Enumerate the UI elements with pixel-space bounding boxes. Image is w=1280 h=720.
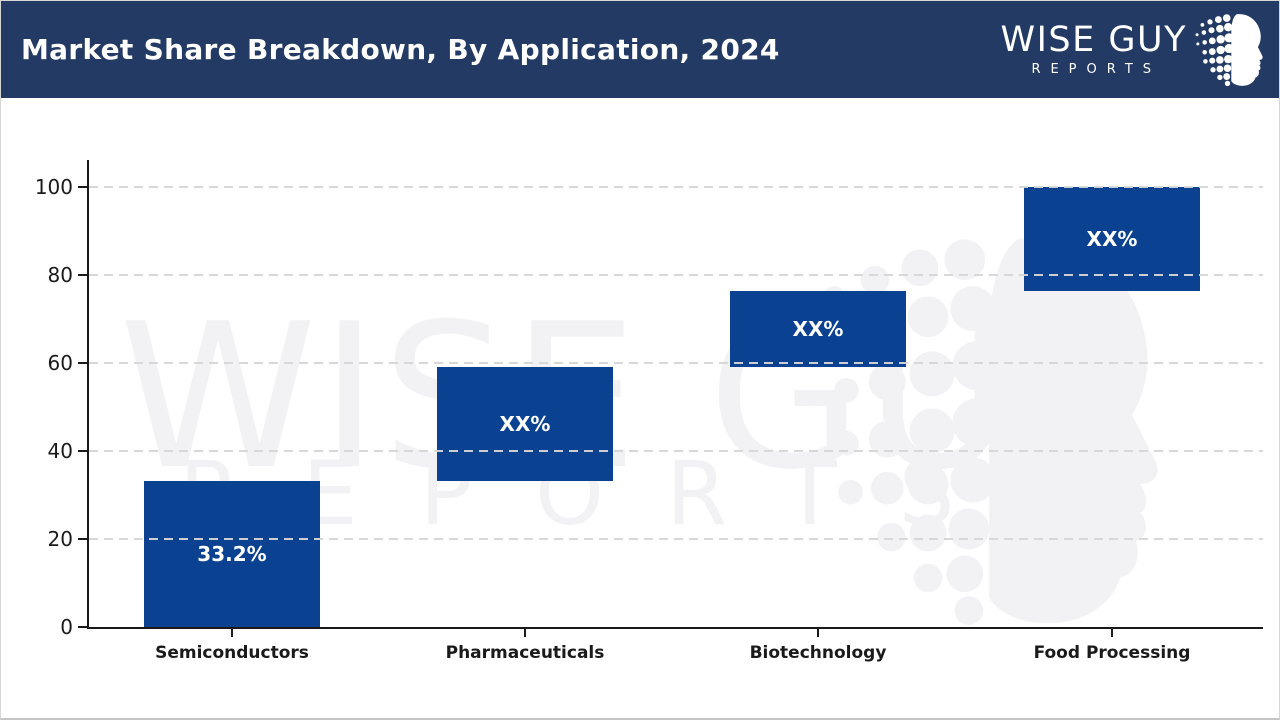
y-tick-label: 40 (47, 439, 73, 463)
y-tick-label: 80 (47, 263, 73, 287)
bar-value-label: XX% (1086, 226, 1138, 251)
x-category-label: Food Processing (1033, 643, 1191, 663)
y-gridline (89, 362, 1263, 364)
bar-food-processing (1024, 187, 1200, 291)
y-gridline (89, 450, 1263, 452)
bar-value-label: XX% (792, 316, 844, 341)
y-tick-mark (78, 274, 87, 276)
y-gridline (89, 538, 1263, 540)
logo-face-icon (1191, 9, 1267, 91)
logo-wordmark: WISE GUY REPORTS (1000, 20, 1187, 77)
y-axis-line (87, 160, 89, 629)
x-tick-mark (231, 629, 233, 637)
bar-value-label: 33.2% (197, 541, 267, 566)
x-category-label: Semiconductors (155, 643, 309, 663)
wise-guy-reports-logo: WISE GUY REPORTS (1000, 9, 1267, 91)
y-tick-label: 20 (47, 527, 73, 551)
y-gridline (89, 186, 1263, 188)
y-gridline (89, 274, 1263, 276)
y-tick-label: 100 (34, 175, 73, 199)
y-tick-label: 60 (47, 351, 73, 375)
x-category-label: Pharmaceuticals (445, 643, 605, 663)
y-tick-label: 0 (60, 615, 73, 639)
page-title: Market Share Breakdown, By Application, … (21, 33, 780, 66)
y-tick-mark (78, 186, 87, 188)
bar-value-label: XX% (499, 411, 551, 436)
x-tick-mark (524, 629, 526, 637)
header: Market Share Breakdown, By Application, … (1, 1, 1279, 98)
waterfall-chart: WISE GUY REPORTS 0 20 40 60 80 100 33.2% Semico… (1, 98, 1279, 718)
y-tick-mark (78, 538, 87, 540)
logo-wordmark-line2: REPORTS (1031, 62, 1162, 77)
bar-semiconductors (144, 480, 320, 627)
bar-pharmaceuticals (437, 366, 613, 481)
x-axis-line (87, 627, 1263, 629)
bar-biotechnology (730, 290, 906, 367)
x-category-label: Biotechnology (749, 643, 887, 663)
logo-wordmark-line1: WISE GUY (1000, 20, 1187, 60)
x-tick-mark (1111, 629, 1113, 637)
y-tick-mark (78, 626, 87, 628)
y-tick-mark (78, 450, 87, 452)
y-tick-mark (78, 362, 87, 364)
x-tick-mark (817, 629, 819, 637)
